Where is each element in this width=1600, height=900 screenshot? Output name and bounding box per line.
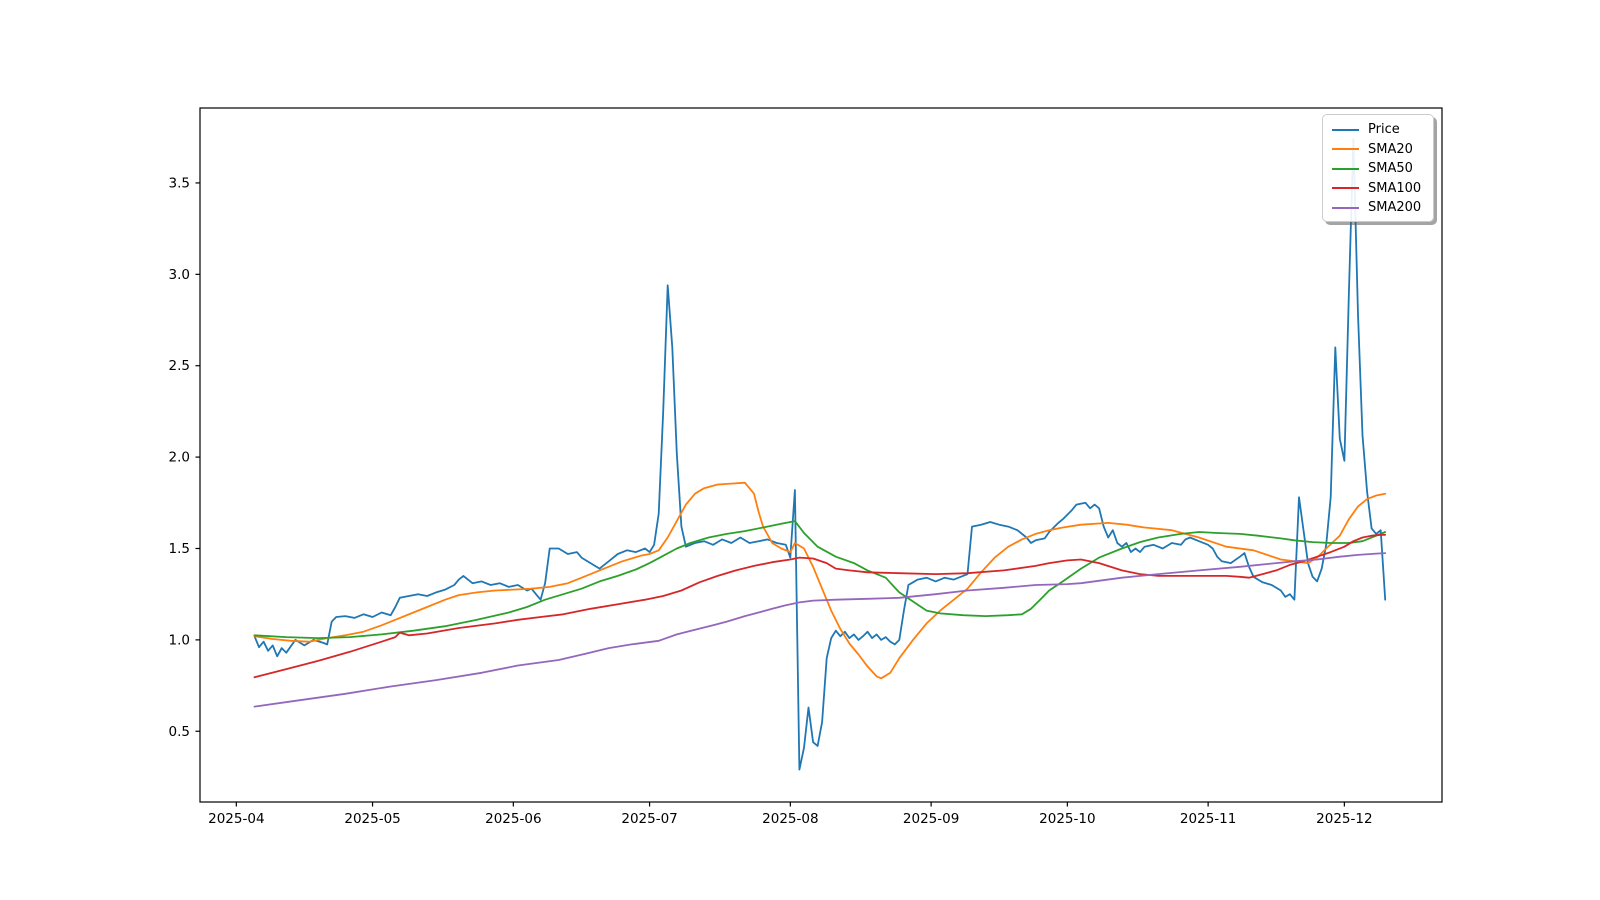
legend-label: SMA200 [1368,200,1422,216]
legend-label: Price [1368,122,1400,138]
sma100-line [253,533,1387,679]
sma20-line [253,481,1387,680]
legend-label: SMA100 [1368,180,1422,196]
x-tick-label: 2025-04 [208,811,264,827]
y-tick-label: 1.5 [169,541,190,557]
sma200-line [253,552,1387,708]
sma200-line-swatch [1332,206,1359,209]
y-tick-label: 2.0 [169,450,190,466]
price-line [253,138,1387,771]
legend-label: SMA20 [1368,141,1413,157]
sma20-line-swatch [1332,148,1359,151]
x-tick-label: 2025-05 [344,811,400,827]
legend-item-sma200: SMA200 [1332,198,1427,218]
legend-item-sma20: SMA20 [1332,140,1427,160]
sma100-line-swatch [1332,187,1359,190]
y-tick-label: 2.5 [169,358,190,374]
x-tick-label: 2025-08 [762,811,818,827]
y-tick-label: 3.5 [169,175,190,191]
legend-item-price: Price [1332,120,1427,140]
x-tick-label: 2025-11 [1180,811,1236,827]
x-tick-label: 2025-12 [1316,811,1372,827]
y-tick-label: 1.0 [169,632,190,648]
legend-label: SMA50 [1368,161,1413,177]
x-tick-label: 2025-06 [485,811,541,827]
plot-frame [199,107,1443,803]
x-tick-label: 2025-09 [903,811,959,827]
legend-item-sma50: SMA50 [1332,159,1427,179]
y-tick-label: 0.5 [169,724,190,740]
legend: Price SMA20 SMA50 SMA100 SMA200 [1322,114,1434,222]
y-tick-label: 3.0 [169,267,190,283]
x-tick-label: 2025-07 [621,811,677,827]
x-tick-label: 2025-10 [1039,811,1095,827]
price-line-swatch [1332,128,1359,131]
legend-item-sma100: SMA100 [1332,179,1427,199]
sma50-line-swatch [1332,167,1359,170]
sma50-line [253,520,1387,639]
